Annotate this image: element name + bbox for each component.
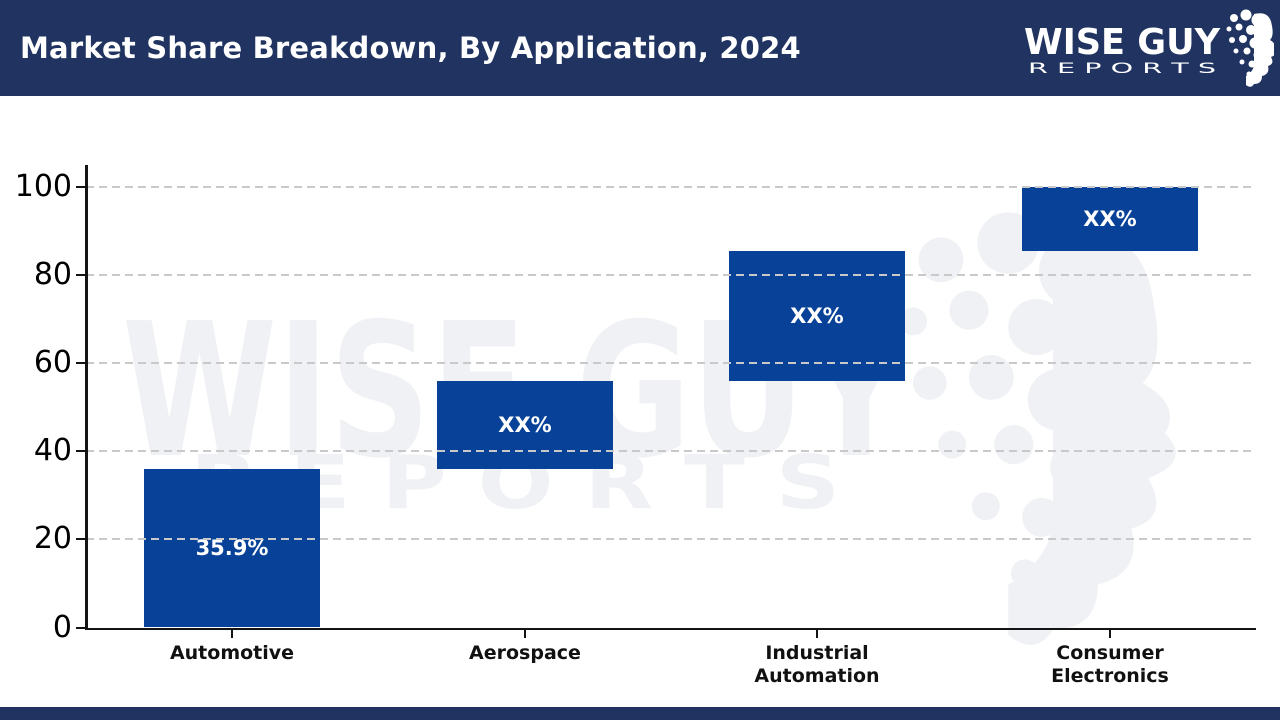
- gridline-100: [86, 186, 1256, 188]
- x-axis-line: [85, 627, 1256, 630]
- y-tick-mark: [76, 450, 86, 453]
- y-tick-mark: [76, 626, 86, 629]
- y-tick-label-100: 100: [14, 169, 72, 204]
- header-bar: Market Share Breakdown, By Application, …: [0, 0, 1280, 96]
- bar-value-label: 35.9%: [195, 536, 269, 561]
- y-axis-line: [85, 165, 88, 630]
- page-title: Market Share Breakdown, By Application, …: [20, 31, 801, 65]
- y-tick-label-20: 20: [33, 521, 72, 557]
- chart-area: WISE GUY R E P O R T S 35.9% XX% XX% XX% 0 20…: [0, 96, 1280, 707]
- x-tick-mark: [524, 628, 526, 638]
- y-tick-label-60: 60: [33, 345, 72, 381]
- category-label-3: Industrial Automation: [754, 641, 880, 687]
- category-label-1: Automotive: [169, 641, 295, 664]
- gridline-80: [86, 274, 1256, 277]
- y-tick-label-0: 0: [52, 609, 72, 645]
- x-tick-mark: [231, 628, 233, 638]
- y-tick-mark: [76, 362, 86, 365]
- watermark-head-icon: [899, 212, 1176, 645]
- y-tick-label-80: 80: [33, 257, 72, 293]
- y-tick-mark: [76, 274, 86, 277]
- category-label-4: Consumer Electronics: [1051, 641, 1169, 687]
- bar-automotive: 35.9%: [144, 469, 320, 628]
- logo-wordmark: WISE GUY: [1024, 22, 1221, 63]
- gridline-60: [86, 362, 1256, 365]
- gridline-20: [86, 538, 1256, 541]
- x-tick-mark: [816, 628, 818, 638]
- category-label-2: Aerospace: [469, 641, 581, 664]
- logo-reports-text: R E P O R T S: [1028, 61, 1216, 77]
- y-tick-mark: [76, 538, 86, 541]
- y-tick-label-40: 40: [33, 433, 72, 469]
- bar-value-label: XX%: [498, 413, 552, 438]
- wise-guy-logo: WISE GUY R E P O R T S: [1024, 9, 1274, 87]
- x-tick-mark: [1109, 628, 1111, 638]
- y-tick-mark: [76, 186, 86, 188]
- bar-consumer-electronics: XX%: [1022, 187, 1198, 251]
- bar-value-label: XX%: [790, 304, 844, 329]
- bar-aerospace: XX%: [437, 381, 613, 470]
- footer-bar: [0, 707, 1280, 720]
- logo-head-icon: [1226, 9, 1274, 87]
- bar-value-label: XX%: [1083, 206, 1137, 231]
- bar-industrial-automation: XX%: [729, 250, 905, 382]
- gridline-40: [86, 450, 1256, 453]
